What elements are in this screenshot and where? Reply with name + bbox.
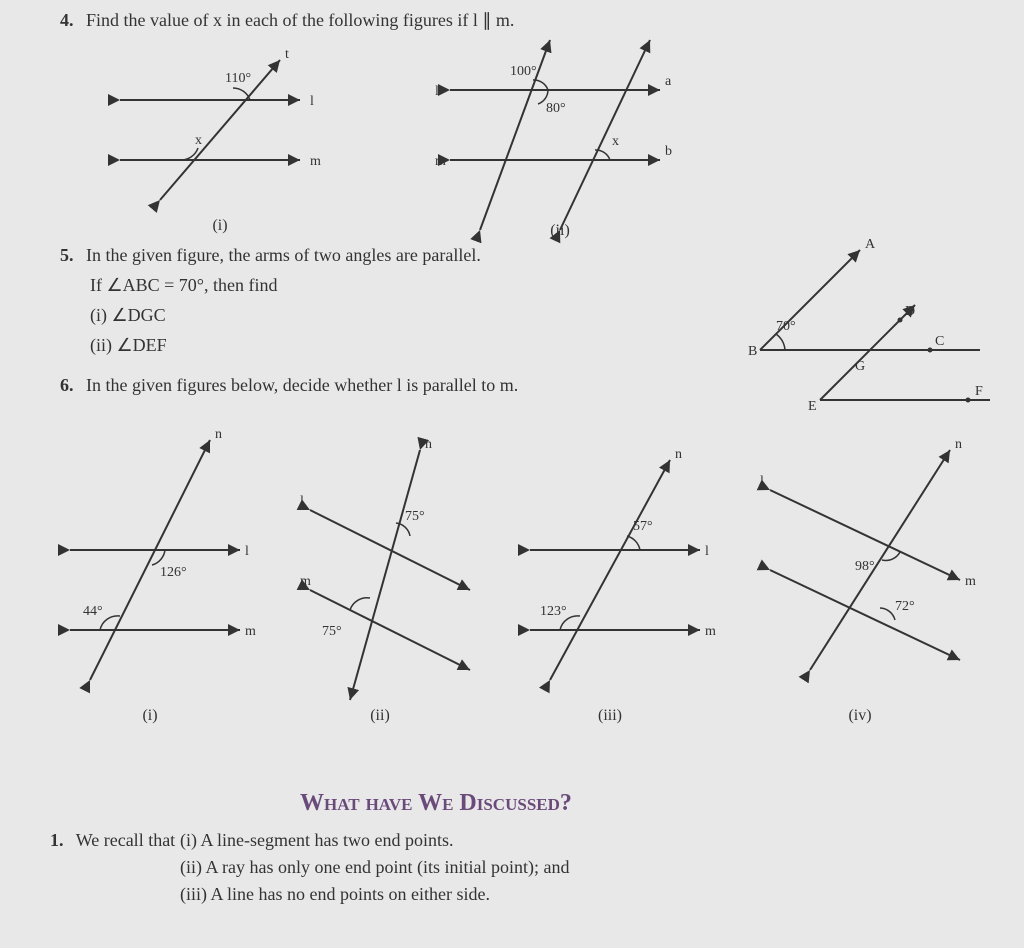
q5-sub-ii: (ii) ∠DEF [90,335,167,356]
q4-num: 4. [60,10,74,30]
q5-prompt: 5. In the given figure, the arms of two … [60,245,481,266]
q4-fig2-a: a [665,74,672,89]
q5-num: 5. [60,245,74,265]
q5-E: E [808,399,817,414]
q6-f3-l: l [705,544,709,559]
q4-text: Find the value of x in each of the follo… [86,10,514,30]
q6-f4-l: l [760,474,764,489]
q4-fig1-x: x [195,133,202,148]
discussed-q1: 1. We recall that [50,830,175,851]
q6-f4-n: n [955,437,962,452]
q4-prompt: 4. Find the value of x in each of the fo… [60,10,514,31]
q6-f3-label: (iii) [598,707,622,724]
q5-C: C [935,334,944,349]
q5-sub-i: (i) ∠DGC [90,305,166,326]
q6-f3-m: m [705,624,716,639]
q6-f4-72: 72° [895,599,915,614]
q4-fig2: l m a b 100° 80° x (ii) [420,30,700,240]
q6-f4-98: 98° [855,559,875,574]
q6-f1-n: n [215,427,222,442]
q6-fig3: l m n 57° 123° (iii) [500,420,720,740]
q5-fig: A B C D E F G 70° [740,230,1000,430]
discussed-title: What have We Discussed? [300,790,572,817]
q6-f2-label: (ii) [370,707,390,724]
q6-f2-n: n [425,437,432,452]
q6-prompt: 6. In the given figures below, decide wh… [60,375,518,396]
q6-f2-m: m [300,574,311,589]
q4-fig2-m: m [435,154,446,169]
q5-i-text: ∠DGC [112,305,166,325]
q5-ii-num: (ii) [90,335,112,355]
q6-f1-l: l [245,544,249,559]
q6-f1-m: m [245,624,256,639]
q6-f2-l: l [300,494,304,509]
q5-i-num: (i) [90,305,107,325]
q5-ii-text: ∠DEF [117,335,167,355]
q4-fig2-80: 80° [546,101,566,116]
q6-f1-label: (i) [142,707,157,724]
q5-70: 70° [776,319,796,334]
q6-fig4: l m n 98° 72° (iv) [740,420,1000,740]
q6-fig2: l m n 75° 75° (ii) [270,420,490,740]
q4-fig1-m: m [310,154,321,169]
q4-fig1-t: t [285,47,289,62]
q5-G: G [855,359,865,374]
q4-fig1-l: l [310,94,314,109]
discussed-num: 1. [50,830,64,850]
q6-f4-label: (iv) [848,707,871,724]
q4-fig2-x: x [612,134,619,149]
recall-ii: (ii) A ray has only one end point (its i… [180,857,569,878]
q6-f4-m: m [965,574,976,589]
q6-num: 6. [60,375,74,395]
recall-iii: (iii) A line has no end points on either… [180,884,569,905]
q5-text2: If ∠ABC = 70°, then find [90,275,277,296]
q5-text: In the given figure, the arms of two ang… [86,245,481,265]
q5-D: D [905,304,915,319]
q6-f3-n: n [675,447,682,462]
q4-fig1-label: (i) [212,217,227,234]
q6-f3-123: 123° [540,604,567,619]
q6-fig1: l m n 126° 44° (i) [40,420,260,740]
q6-text: In the given figures below, decide wheth… [86,375,518,395]
q4-fig2-b: b [665,144,672,159]
discussed-text: We recall that [76,830,176,850]
recall-list: (i) A line-segment has two end points. (… [180,830,569,911]
q6-f1-126: 126° [160,565,187,580]
q4-fig1: l m t 110° x (i) [100,40,340,240]
q4-fig2-l: l [435,84,439,99]
q5-B: B [748,344,757,359]
recall-i: (i) A line-segment has two end points. [180,830,569,851]
q6-f2-a2: 75° [322,624,342,639]
q6-f3-57: 57° [633,519,653,534]
q5-A: A [865,237,876,252]
q6-f1-44: 44° [83,604,103,619]
q4-fig1-110: 110° [225,71,251,86]
q6-f2-a1: 75° [405,509,425,524]
q4-fig2-100: 100° [510,64,537,79]
q4-fig2-label: (ii) [550,222,570,239]
q5-F: F [975,384,983,399]
